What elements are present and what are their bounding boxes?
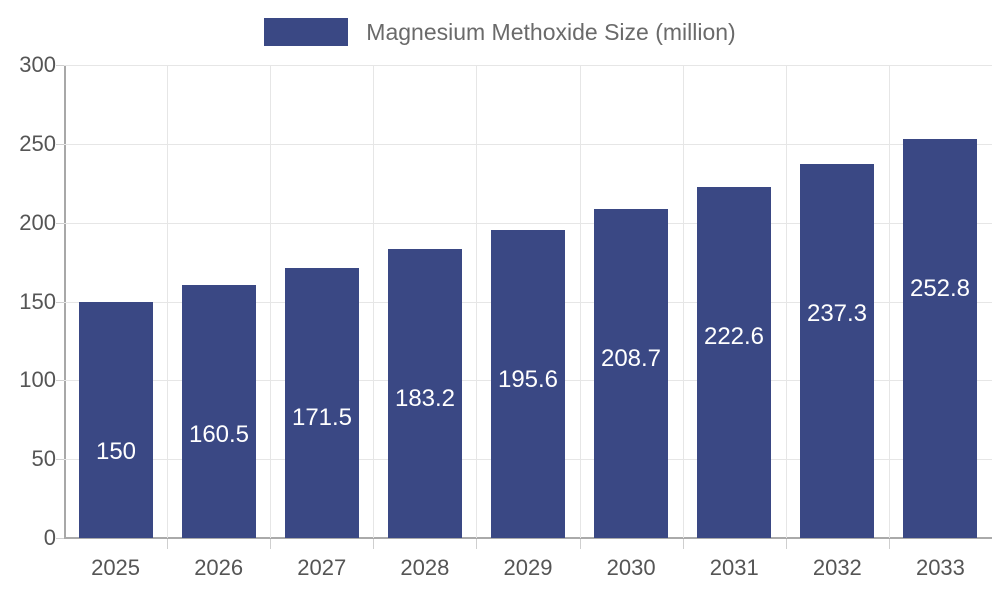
x-axis-tick-mark [270, 539, 271, 549]
bar-value-label: 150 [95, 437, 137, 465]
bar[interactable]: 237.3 [800, 163, 874, 538]
bar[interactable]: 183.2 [388, 249, 462, 538]
bar-value-label: 183.2 [394, 385, 456, 413]
x-axis-tick-mark [786, 539, 787, 549]
bar[interactable]: 252.8 [903, 139, 977, 538]
gridline-x [373, 65, 374, 538]
gridline-y [64, 143, 992, 145]
y-axis-tick-label: 100 [19, 367, 56, 393]
bar[interactable]: 150 [79, 301, 153, 538]
x-axis-tick-label: 2033 [915, 555, 965, 580]
x-axis-tick-label: 2032 [812, 555, 862, 580]
y-axis-tick-label: 150 [19, 288, 56, 314]
y-axis-tick-label: 50 [31, 446, 56, 472]
plot-area: 150 160.5 171.5 183.2 195.6 208.7 222.6 237.3 25… [64, 65, 992, 539]
gridline-x [270, 65, 271, 538]
x-axis-tick-label: 2025 [91, 555, 141, 580]
x-axis-tick-mark [476, 539, 477, 549]
y-axis-tick-mark [56, 222, 64, 224]
bar[interactable]: 195.6 [491, 229, 565, 538]
y-axis-tick-label: 200 [19, 209, 56, 235]
y-axis-tick-mark [56, 301, 64, 303]
y-axis-tick-label: 0 [43, 525, 56, 550]
x-axis-tick-label: 2026 [194, 555, 244, 580]
chart-legend: Magnesium Methoxide Size (million) [0, 10, 1000, 54]
y-axis-tick-mark [56, 459, 64, 461]
legend-item-label: Magnesium Methoxide Size (million) [366, 18, 736, 45]
y-axis-tick-marks [0, 65, 64, 539]
bar-value-label: 222.6 [703, 323, 765, 351]
gridline-y [64, 65, 992, 66]
y-axis-tick-labels: 0 50 100 150 200 250 300 [0, 54, 56, 549]
bar-value-label: 237.3 [806, 299, 868, 327]
x-axis: 2025 2026 2027 2028 2029 2030 2031 2032 2033 [64, 539, 992, 599]
x-axis-tick-mark [580, 539, 581, 549]
y-axis-tick-mark [56, 143, 64, 145]
gridline-x [889, 65, 890, 538]
gridline-x [476, 65, 477, 538]
x-axis-tick-label: 2031 [709, 555, 759, 580]
y-axis-tick-mark [56, 65, 64, 66]
bar-value-label: 171.5 [291, 403, 353, 431]
y-axis-tick-mark [56, 538, 64, 539]
x-axis-tick-mark [373, 539, 374, 549]
x-axis-tick-label: 2029 [503, 555, 553, 580]
x-axis-tick-mark [167, 539, 168, 549]
bar-value-label: 195.6 [497, 365, 559, 393]
legend-item-magnesium-methoxide-size[interactable]: Magnesium Methoxide Size (million) [264, 18, 736, 46]
gridline-y [64, 222, 992, 224]
x-axis-baseline [64, 537, 992, 539]
x-axis-tick-label: 2027 [297, 555, 347, 580]
bar-value-label: 252.8 [909, 275, 971, 303]
gridline-x [786, 65, 787, 538]
bar[interactable]: 160.5 [182, 284, 256, 538]
gridline-x [683, 65, 684, 538]
bar[interactable]: 222.6 [697, 187, 771, 538]
gridline-x [167, 65, 168, 538]
x-axis-tick-label: 2028 [400, 555, 450, 580]
x-axis-tick-label: 2030 [606, 555, 656, 580]
x-axis-tick-mark [683, 539, 684, 549]
y-axis-tick-mark [56, 380, 64, 382]
y-axis-tick-label: 300 [19, 52, 56, 77]
bar[interactable]: 171.5 [285, 267, 359, 538]
gridline-x [580, 65, 581, 538]
x-axis-tick-mark [889, 539, 890, 549]
legend-color-swatch-icon [264, 18, 349, 46]
bar-value-label: 208.7 [600, 344, 662, 372]
bar-value-label: 160.5 [188, 420, 250, 448]
y-axis-tick-label: 250 [19, 130, 56, 156]
bar[interactable]: 208.7 [594, 208, 668, 538]
